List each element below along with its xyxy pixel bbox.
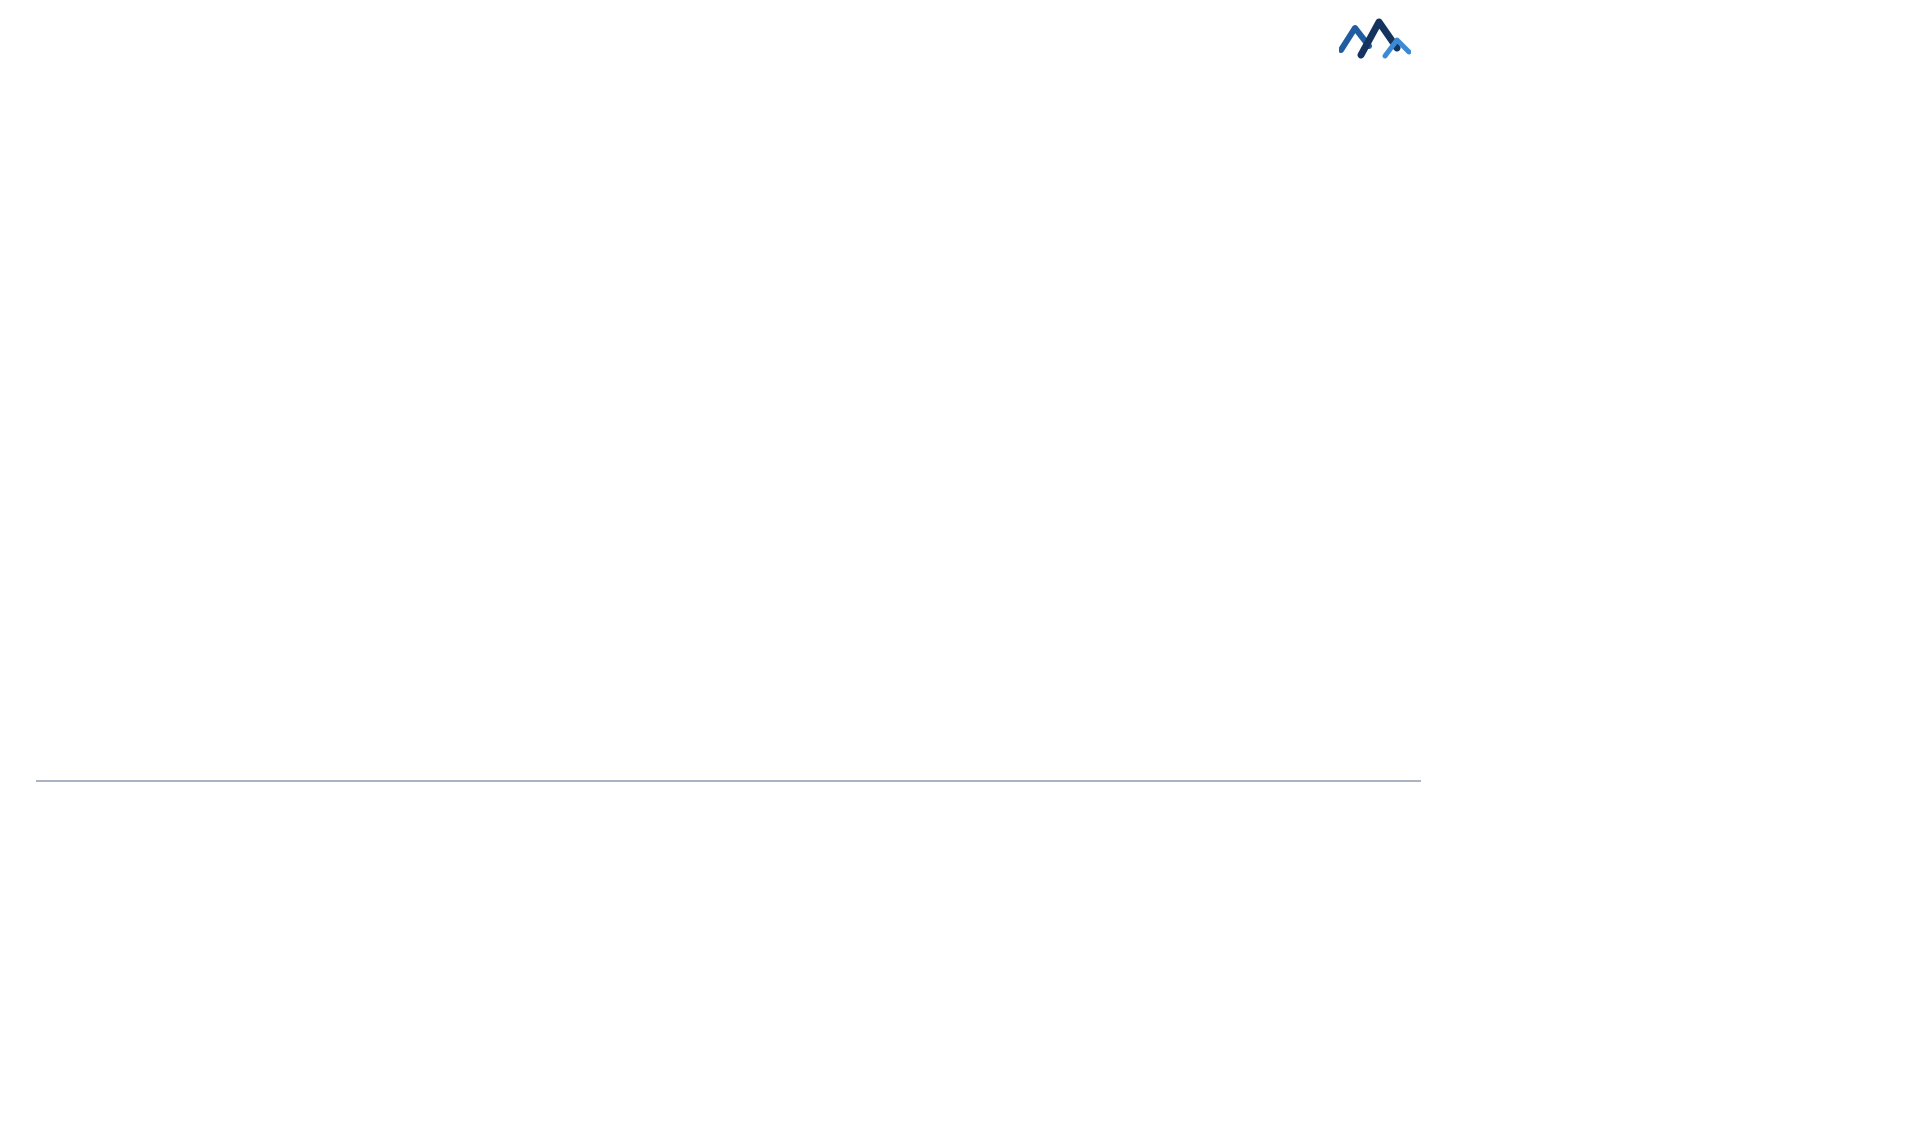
- forecast-chart: [757, 105, 1427, 485]
- brand-mark-icon: [1339, 10, 1411, 60]
- regional-chart: [1010, 555, 1420, 790]
- world-map: [30, 100, 730, 490]
- brand-logo: [1339, 10, 1425, 60]
- footer-divider: [36, 780, 1421, 782]
- segmentation-chart: [30, 555, 445, 790]
- keyplayers-chart: [490, 555, 980, 790]
